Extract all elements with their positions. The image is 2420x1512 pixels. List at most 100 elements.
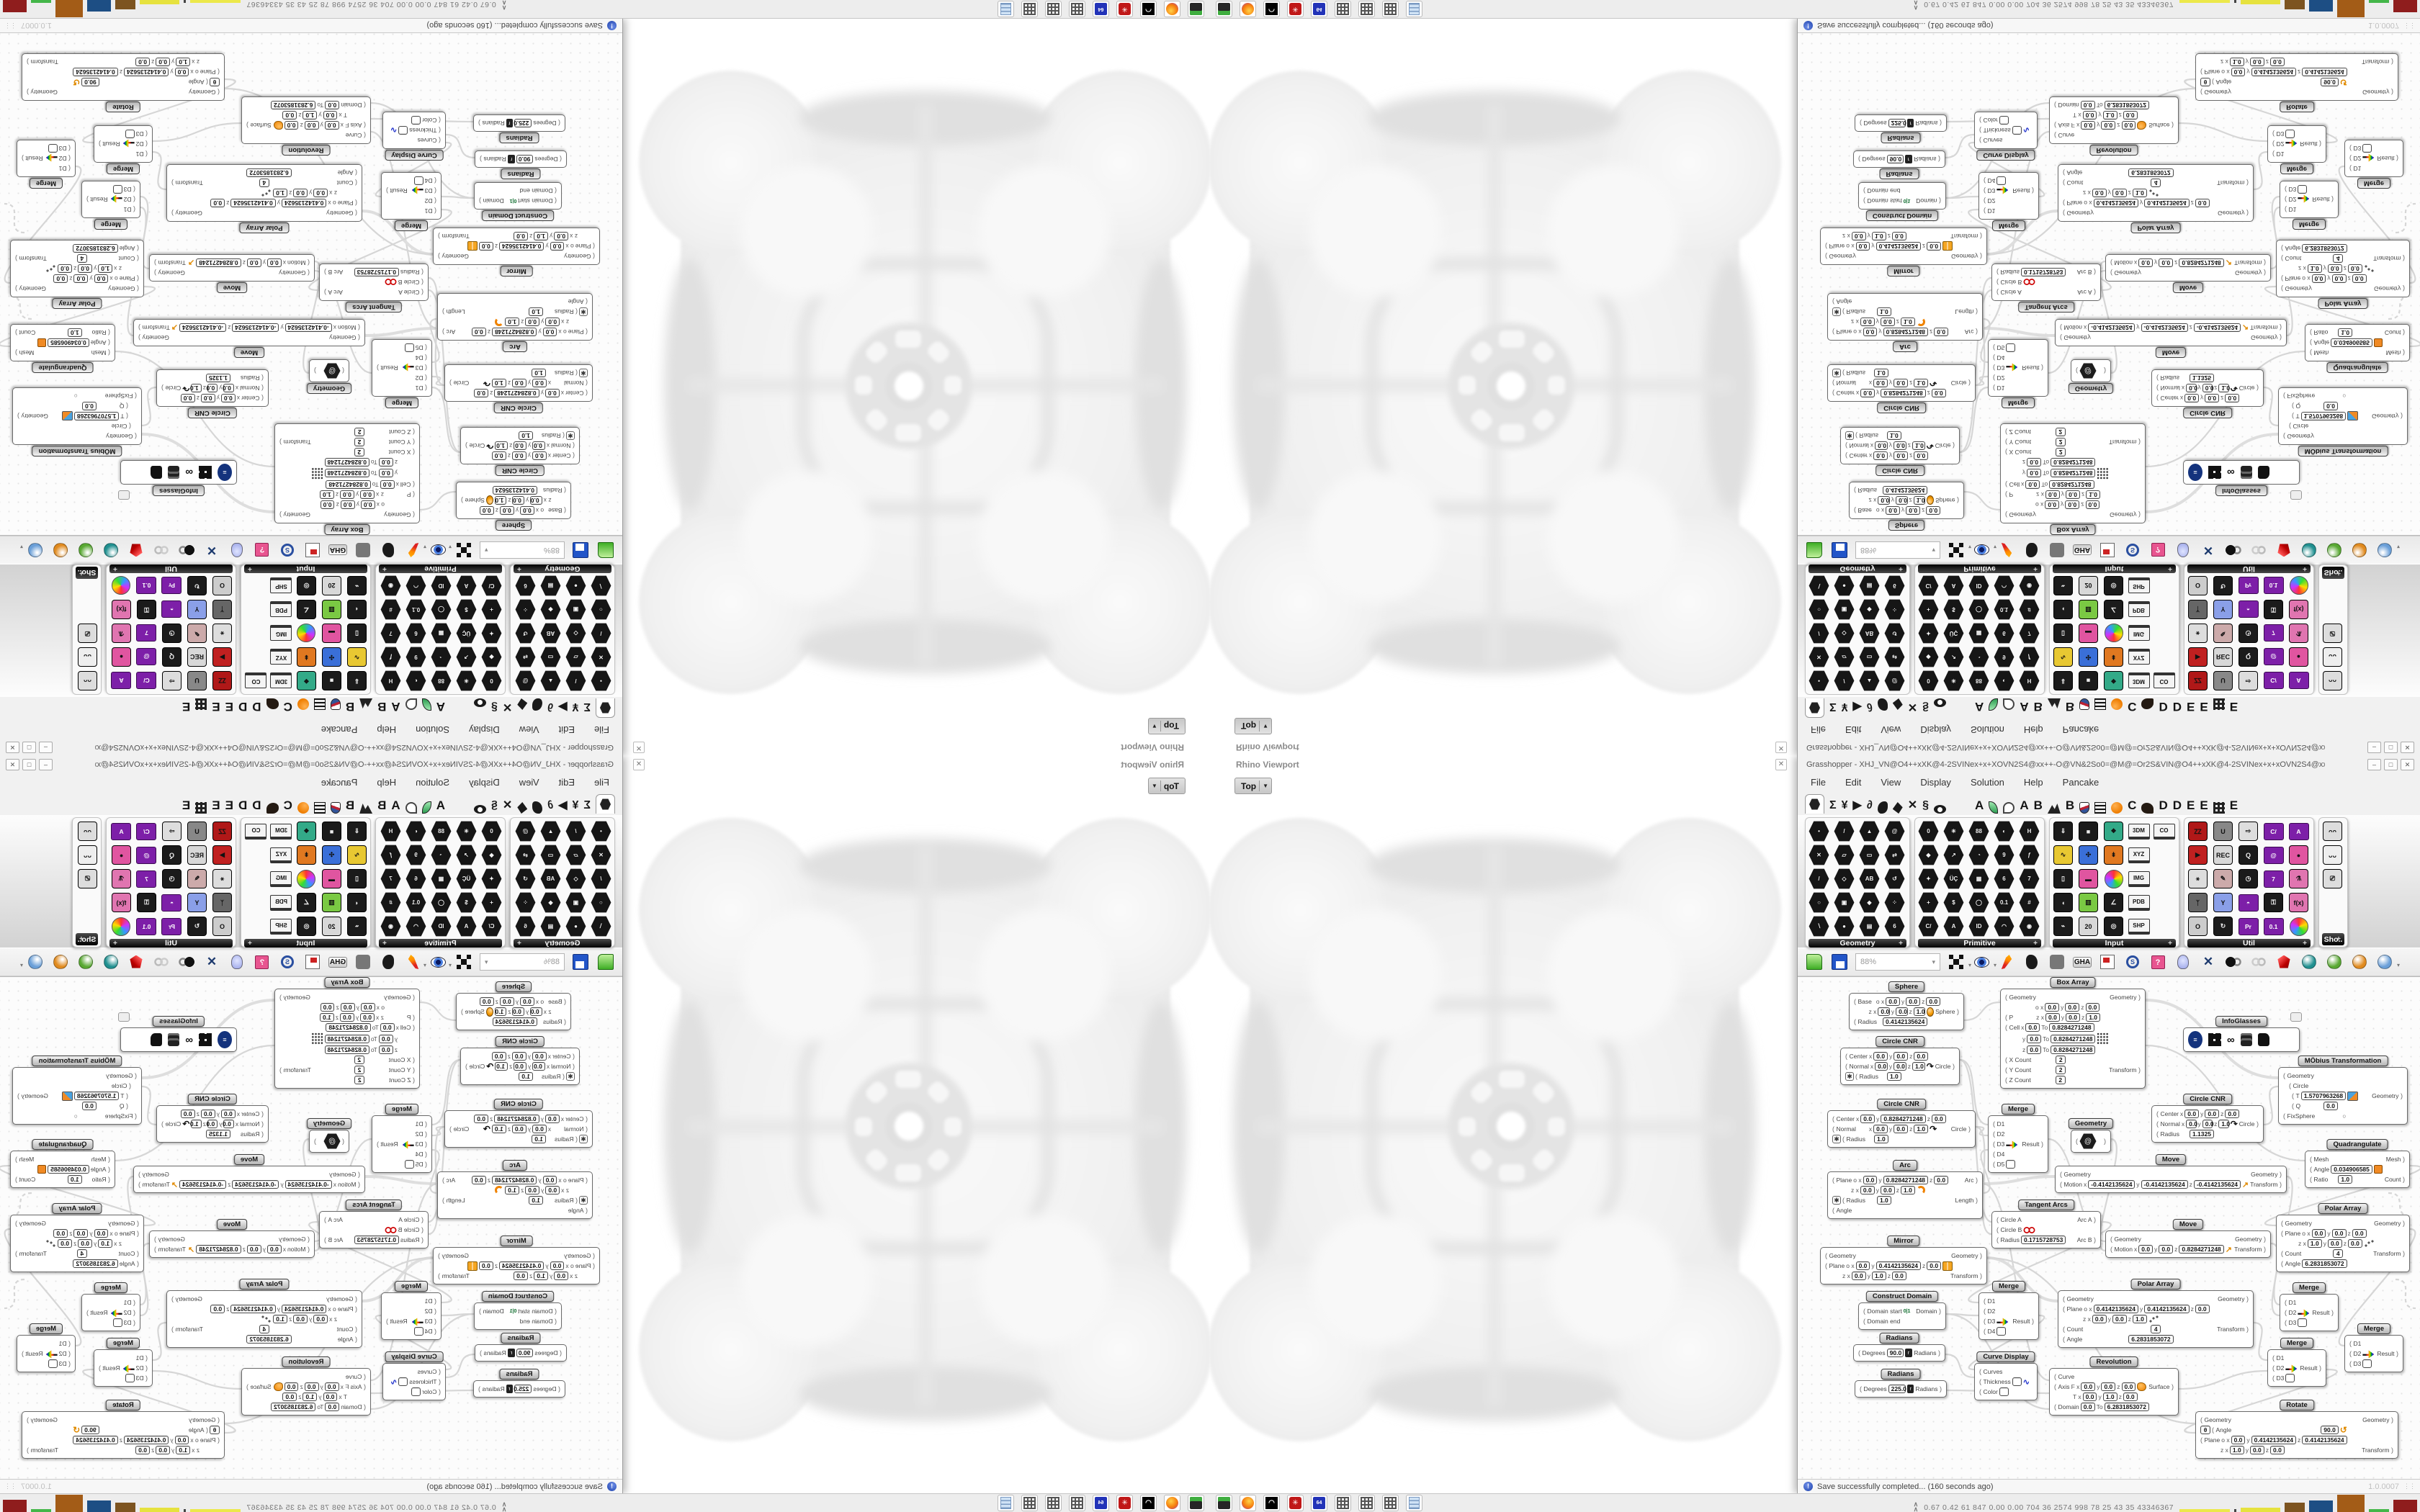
input-port-angle[interactable]: Angle bbox=[2063, 169, 2083, 176]
input-port-domain-start[interactable]: Domain start bbox=[518, 1308, 557, 1315]
tab-icon-7[interactable]: ✕ bbox=[1907, 701, 1918, 713]
tab-letter-a-11[interactable]: A bbox=[1975, 700, 1984, 714]
value-chip[interactable]: 1.0 bbox=[1914, 379, 1929, 387]
value-chip[interactable]: -0.4142135624 bbox=[2193, 1180, 2241, 1189]
output-port-geometry[interactable]: Geometry bbox=[438, 1252, 469, 1259]
output-port-result[interactable]: Result bbox=[377, 1140, 398, 1148]
zoom-level-box[interactable]: 88% bbox=[1855, 541, 1940, 559]
value-chip[interactable]: 0.0 bbox=[1863, 328, 1878, 336]
value-chip[interactable]: 0.0 bbox=[542, 328, 557, 336]
output-port-count[interactable]: Count bbox=[15, 1176, 36, 1183]
value-chip[interactable]: 0.0 bbox=[210, 199, 225, 207]
input-port-angle[interactable]: Angle bbox=[189, 1426, 208, 1434]
palette-component-icon[interactable]: ◎ bbox=[295, 915, 318, 937]
value-chip[interactable]: 0.0 bbox=[78, 264, 93, 273]
input-port-angle[interactable]: Angle bbox=[120, 1260, 139, 1267]
tab-params-selected[interactable] bbox=[596, 794, 615, 814]
input-port-axis[interactable]: Axis bbox=[2054, 122, 2070, 129]
node-rotate[interactable]: RotateGeometryGeometryθAngle90.0↺Planeo … bbox=[22, 53, 225, 112]
value-chip[interactable]: 0.0 bbox=[2025, 480, 2040, 489]
value-chip[interactable]: 0.0 bbox=[532, 1052, 547, 1061]
palette-component-icon[interactable]: 9 bbox=[1993, 646, 2015, 668]
palette-component-icon[interactable] bbox=[2153, 622, 2175, 644]
input-port-mesh[interactable]: Mesh bbox=[91, 349, 110, 356]
maximize-button[interactable]: □ bbox=[22, 742, 36, 753]
palette-component-icon[interactable]: CO bbox=[2153, 670, 2175, 692]
tab-letter-e-26[interactable]: E bbox=[212, 700, 220, 714]
input-port-radius[interactable]: Radius bbox=[555, 308, 578, 315]
output-port-[interactable] bbox=[2104, 1138, 2106, 1145]
value-chip[interactable]: 0.0 bbox=[304, 121, 319, 130]
input-port-plane[interactable]: Plane bbox=[1832, 328, 1852, 336]
value-chip[interactable]: 0.0 bbox=[2184, 1110, 2200, 1118]
input-port-x-count[interactable]: X Count bbox=[2005, 449, 2032, 456]
value-chip[interactable]: 0.0 bbox=[2184, 394, 2200, 402]
palette-component-icon[interactable]: 88 bbox=[1968, 820, 1990, 842]
input-port-angle[interactable]: Angle bbox=[1832, 1207, 1852, 1214]
value-chip[interactable]: 1.0 bbox=[2086, 490, 2101, 499]
markup-map-icon[interactable] bbox=[303, 953, 322, 971]
taskbar-maze-icon[interactable] bbox=[1045, 1495, 1062, 1511]
input-port-radius[interactable]: Radius bbox=[241, 1130, 264, 1138]
search-icon[interactable]: S bbox=[2123, 541, 2142, 559]
value-chip[interactable]: 0.0 bbox=[2186, 1120, 2197, 1128]
value-chip[interactable]: 0.0 bbox=[1860, 318, 1875, 326]
value-chip[interactable]: 1.5707963268 bbox=[2300, 412, 2347, 420]
input-port-d2[interactable]: D2 bbox=[59, 155, 71, 162]
output-port-geometry[interactable]: Geometry bbox=[15, 285, 46, 292]
value-chip[interactable]: 1.0 bbox=[519, 1072, 534, 1081]
tab-letter-c-21[interactable]: C bbox=[283, 798, 292, 812]
menu-item-display[interactable]: Display bbox=[469, 776, 500, 788]
node-merge[interactable]: MergeD1D2ResultD3 bbox=[2344, 1323, 2403, 1372]
value-chip[interactable]: 0.0 bbox=[2082, 111, 2097, 120]
close-button[interactable]: ✕ bbox=[6, 742, 19, 753]
tab-shield-icon[interactable] bbox=[330, 698, 341, 710]
palette-component-icon[interactable]: A bbox=[2287, 670, 2310, 692]
node-circle-cnr[interactable]: Circle CNRCenterx0.0y0.0z0.0Normalx0.0y0… bbox=[156, 369, 269, 418]
input-port-d4[interactable]: D4 bbox=[1993, 1151, 2005, 1158]
output-port-surface[interactable]: Surface bbox=[2148, 122, 2174, 129]
palette-component-icon[interactable]: CO bbox=[2153, 820, 2175, 842]
palette-caption-primitive[interactable]: Primitive bbox=[1918, 939, 2041, 948]
input-port-d3[interactable]: D3 bbox=[59, 1360, 71, 1367]
empty-value-chip[interactable] bbox=[398, 1377, 408, 1386]
value-chip[interactable]: 0.4142135624 bbox=[230, 1305, 276, 1313]
input-port-normal[interactable]: Normal bbox=[551, 442, 575, 449]
palette-component-icon[interactable]: ƒ bbox=[2018, 844, 2040, 866]
palette-component-icon[interactable]: ⁘ bbox=[1883, 598, 1906, 621]
output-port-arc-a[interactable]: Arc A bbox=[2077, 1216, 2096, 1223]
palette-component-icon[interactable]: 0.1 bbox=[405, 891, 427, 914]
value-chip[interactable]: 6.2831853072 bbox=[271, 101, 316, 109]
output-port-count[interactable]: Count bbox=[2385, 329, 2405, 336]
minimize-button[interactable]: – bbox=[2367, 742, 2381, 753]
empty-value-chip[interactable] bbox=[2298, 1318, 2308, 1327]
palette-component-icon[interactable]: ∖ bbox=[1808, 575, 1830, 597]
tab-letter-d-24[interactable]: D bbox=[2172, 798, 2182, 812]
value-chip[interactable]: 0.0 bbox=[2249, 58, 2264, 66]
tab-mount-icon[interactable] bbox=[2047, 804, 2061, 814]
preview-eye-icon[interactable] bbox=[429, 541, 448, 559]
viewport-close-icon[interactable]: ✕ bbox=[1775, 759, 1787, 770]
value-chip[interactable]: 0.0 bbox=[511, 379, 526, 387]
value-chip[interactable]: 1.0 bbox=[176, 1446, 191, 1454]
palette-component-icon[interactable]: ▯ bbox=[2052, 622, 2074, 644]
value-chip[interactable]: 0.0 bbox=[1896, 1007, 1908, 1016]
output-port-circle[interactable]: Circle bbox=[449, 379, 470, 387]
value-chip[interactable]: 1.0 bbox=[532, 1135, 547, 1143]
palette-component-icon[interactable] bbox=[295, 622, 318, 644]
palette-component-icon[interactable]: ✳ bbox=[1942, 820, 1965, 842]
palette-component-icon[interactable]: Q bbox=[161, 844, 183, 866]
input-port-geometry[interactable]: Geometry bbox=[384, 511, 415, 518]
preview-ball-orange-icon[interactable] bbox=[2350, 541, 2369, 559]
menu-item-view[interactable]: View bbox=[1881, 724, 1901, 736]
input-port-d4[interactable]: D4 bbox=[416, 354, 427, 361]
value-chip[interactable]: 0.0 bbox=[2065, 1003, 2080, 1012]
value-chip[interactable]: 0.0 bbox=[135, 1446, 150, 1454]
palette-component-icon[interactable]: • bbox=[590, 670, 612, 692]
menu-item-display[interactable]: Display bbox=[1920, 776, 1951, 788]
input-port-center[interactable]: Center bbox=[1845, 452, 1868, 459]
open-file-icon[interactable] bbox=[596, 953, 615, 971]
value-chip[interactable]: 0.0 bbox=[135, 58, 150, 66]
input-port-radius[interactable]: Radius bbox=[400, 269, 424, 276]
